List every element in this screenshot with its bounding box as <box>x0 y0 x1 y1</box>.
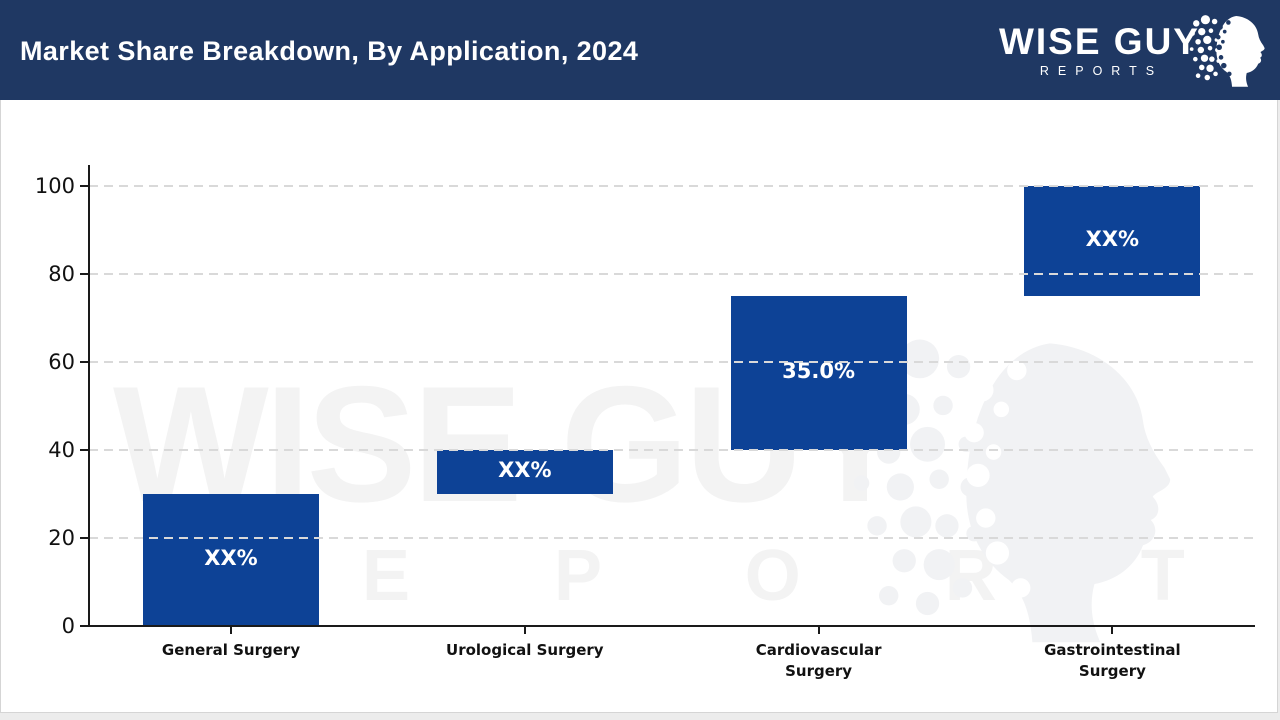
gridline-20 <box>89 537 1254 539</box>
gridline-80 <box>89 273 1254 275</box>
x-category-label-urological-surgery: Urological Surgery <box>446 641 604 659</box>
x-tick-cardiovascular-surgery <box>817 627 820 634</box>
y-tick-label-20: 20 <box>48 526 75 550</box>
wiseguy-logo-name: WISE GUY <box>998 20 1200 62</box>
wiseguy-logo: WISE GUY REPORTS <box>999 8 1266 92</box>
x-tick-gastrointestinal-surgery <box>1111 627 1114 634</box>
y-tick-label-60: 60 <box>48 350 75 374</box>
wiseguy-logo-text: WISE GUY REPORTS <box>999 23 1200 78</box>
x-tick-general-surgery <box>230 627 232 634</box>
x-category-label-cardiovascular-surgery: Cardiovascular Surgery <box>755 641 882 680</box>
y-axis-line <box>88 165 90 627</box>
y-tick-40 <box>80 449 88 451</box>
bar-value-label-cardiovascular-surgery: 35.0% <box>782 359 856 383</box>
y-tick-60 <box>80 361 88 363</box>
page-title: Market Share Breakdown, By Application, … <box>20 36 639 66</box>
bar-cardiovascular-surgery: 35.0% <box>730 296 907 450</box>
y-tick-label-100: 100 <box>34 174 75 198</box>
y-tick-label-80: 80 <box>48 262 75 286</box>
waterfall-chart: 0 20 40 60 80 100 XX% General Surgery XX% Urologi… <box>1 100 1280 720</box>
gridline-40 <box>89 449 1254 451</box>
x-axis-line <box>88 625 1255 627</box>
wiseguy-logo-sub: REPORTS <box>1039 63 1164 78</box>
x-tick-urological-surgery <box>523 627 526 634</box>
header-bar: Market Share Breakdown, By Application, … <box>0 0 1280 100</box>
y-tick-0 <box>80 625 88 627</box>
bar-value-label-urological-surgery: XX% <box>498 458 552 482</box>
y-tick-label-0: 0 <box>61 614 75 638</box>
gridline-100 <box>89 185 1254 187</box>
y-tick-100 <box>80 185 88 187</box>
bar-general-surgery: XX% <box>143 494 319 626</box>
bar-urological-surgery: XX% <box>436 450 613 494</box>
x-category-label-gastrointestinal-surgery: Gastrointestinal Surgery <box>1044 641 1181 680</box>
bar-value-label-gastrointestinal-surgery: XX% <box>1085 227 1140 251</box>
bar-value-label-general-surgery: XX% <box>204 546 258 570</box>
y-tick-label-40: 40 <box>48 438 75 462</box>
gridline-60 <box>89 361 1254 363</box>
x-category-label-general-surgery: General Surgery <box>161 641 301 659</box>
bar-gastrointestinal-surgery: XX% <box>1024 186 1201 296</box>
y-tick-80 <box>80 273 88 275</box>
chart-card: WISE GUY R E P O R T S 020406080100XX%Ge… <box>0 100 1280 713</box>
y-tick-20 <box>80 537 88 539</box>
